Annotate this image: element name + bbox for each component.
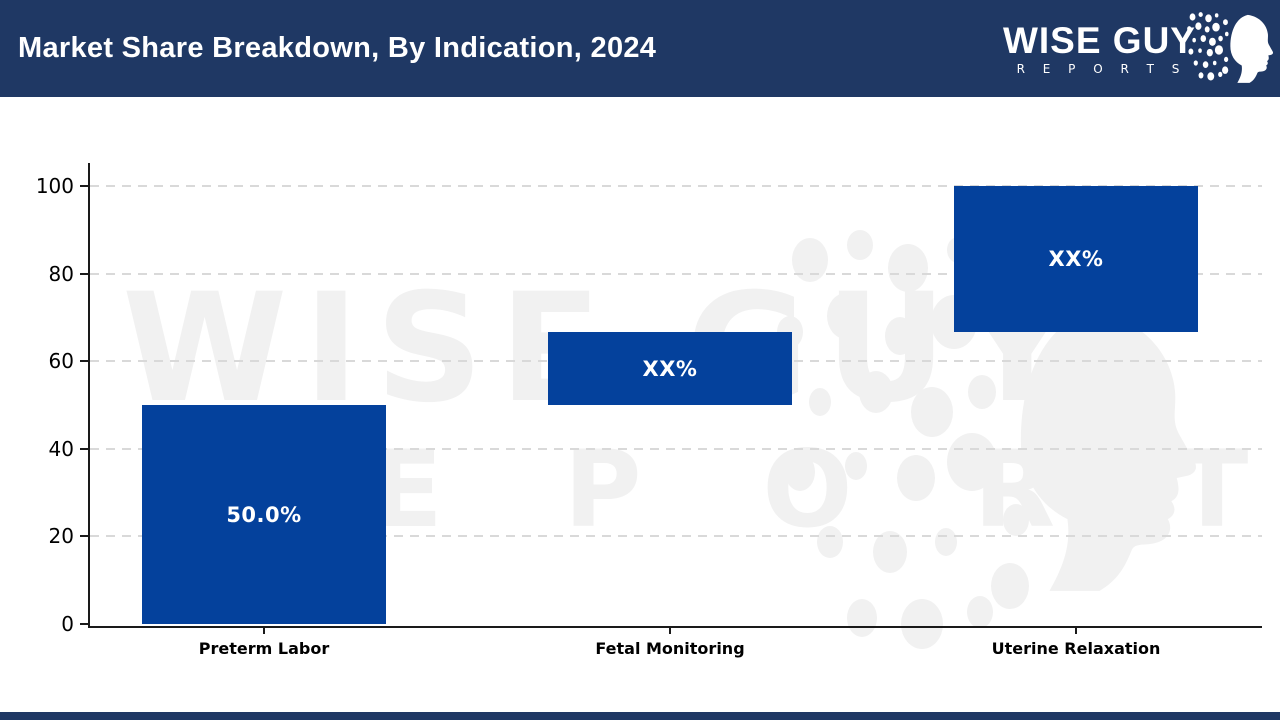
bar-preterm-labor: 50.0%: [142, 405, 386, 624]
x-tick-mark-preterm-labor: [263, 628, 265, 634]
y-tick-label-80: 80: [48, 261, 74, 286]
x-tick-label-uterine-relaxation: Uterine Relaxation: [991, 639, 1161, 658]
y-tick-mark-0: [80, 623, 88, 625]
y-tick-mark-40: [80, 447, 88, 450]
bar-value-label: XX%: [1048, 247, 1104, 272]
y-tick-label-60: 60: [48, 349, 74, 374]
bar-fetal-monitoring: XX%: [548, 332, 792, 405]
footer-band: [0, 712, 1280, 720]
y-tick-label-100: 100: [35, 174, 74, 198]
y-tick-mark-100: [80, 185, 88, 187]
header-band: Market Share Breakdown, By Indication, 2…: [0, 0, 1280, 97]
bar-uterine-relaxation: XX%: [954, 186, 1198, 333]
x-tick-mark-fetal-monitoring: [669, 628, 671, 634]
page-title: Market Share Breakdown, By Indication, 2…: [18, 32, 657, 64]
x-tick-label-preterm-labor: Preterm Labor: [198, 639, 330, 658]
brand-logo-text: WISE GUY R E P O R T S: [1002, 19, 1196, 76]
gridline-100: [90, 185, 1262, 187]
bar-value-label: 50.0%: [226, 502, 302, 527]
x-tick-label-fetal-monitoring: Fetal Monitoring: [595, 639, 745, 658]
brand-logo: WISE GUY R E P O R T S: [1003, 8, 1274, 88]
y-tick-label-20: 20: [48, 524, 74, 549]
brand-logo-line1: WISE GUY: [1002, 19, 1196, 61]
y-tick-mark-60: [80, 360, 88, 363]
y-tick-mark-80: [80, 272, 88, 275]
y-axis-line: [88, 163, 90, 628]
y-tick-label-0: 0: [61, 612, 74, 636]
gridline-80: [90, 272, 1262, 275]
y-tick-label-40: 40: [48, 436, 74, 461]
x-axis-line: [88, 626, 1262, 628]
y-tick-mark-20: [80, 535, 88, 538]
bar-value-label: XX%: [642, 356, 698, 381]
brand-logo-line2: R E P O R T S: [1016, 61, 1187, 76]
x-tick-mark-uterine-relaxation: [1075, 628, 1077, 634]
gridline-40: [90, 447, 1262, 450]
gridline-20: [90, 535, 1262, 538]
